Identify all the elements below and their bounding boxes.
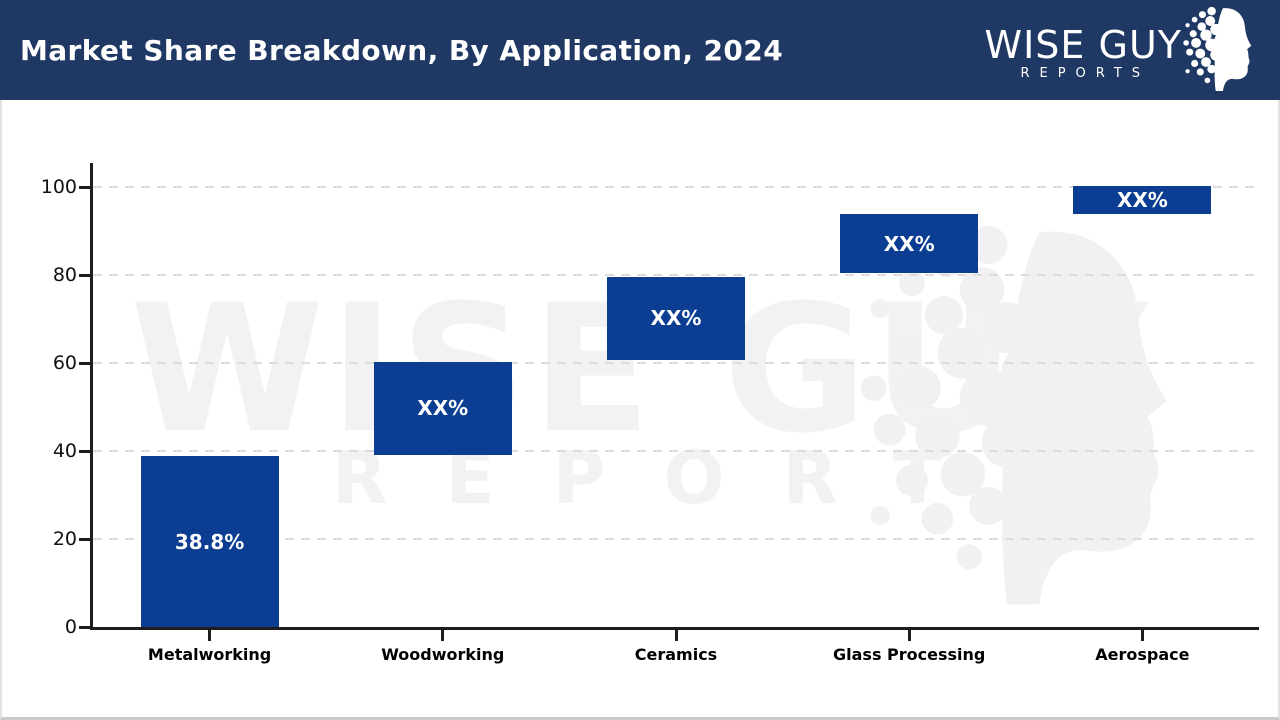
gridline-80	[93, 274, 1259, 277]
y-axis-tick-mark	[79, 273, 90, 277]
bar-aerospace: XX%	[1073, 186, 1212, 215]
x-axis-category-label: Metalworking	[147, 645, 272, 664]
bar-woodworking: XX%	[373, 361, 512, 455]
y-axis-tick-mark	[79, 625, 90, 629]
y-axis-tick-mark	[79, 185, 90, 189]
bar-value-label: XX%	[650, 306, 702, 331]
brand-name: WISE GUY	[984, 23, 1182, 67]
y-axis-tick-label: 20	[52, 528, 77, 551]
y-axis-tick-label: 0	[64, 616, 77, 638]
x-axis-tick-mark	[907, 630, 911, 641]
x-axis-category-label: Ceramics	[634, 645, 718, 664]
x-axis-category-label: Glass Processing	[833, 645, 986, 664]
y-axis-tick-label: 60	[52, 352, 77, 375]
x-axis-tick-mark	[441, 630, 445, 641]
plot-area: 0 20 40 60 80 100 38.8% Metalworking XX% Woodwork…	[41, 163, 1259, 664]
bar-metalworking: 38.8%	[140, 456, 279, 627]
y-axis-tick-mark	[79, 449, 90, 453]
bar-glass-processing: XX%	[840, 214, 979, 274]
bar-value-label: 38.8%	[174, 529, 245, 554]
x-axis-tick-mark	[1140, 630, 1144, 641]
chart-canvas: WISE GUY REPORTS 0 20 40 60 80 100 38.8% Metalw…	[0, 100, 1280, 720]
page-title: Market Share Breakdown, By Application, …	[20, 33, 784, 67]
brand-logo: WISE GUY REPORTS	[985, 2, 1270, 98]
y-axis-tick-label: 100	[40, 176, 77, 199]
y-axis-tick-label: 80	[52, 264, 77, 287]
gridline-60	[93, 362, 1259, 365]
brand-logo-text: WISE GUY REPORTS	[985, 26, 1182, 80]
brand-subtitle: REPORTS	[1020, 66, 1151, 81]
gridline-40	[93, 450, 1259, 453]
bar-value-label: XX%	[417, 396, 469, 421]
bar-value-label: XX%	[1116, 188, 1168, 213]
gridline-20	[93, 538, 1259, 541]
x-axis-category-label: Woodworking	[381, 645, 505, 664]
header-bar: Market Share Breakdown, By Application, …	[0, 0, 1280, 100]
y-axis-tick-mark	[79, 537, 90, 541]
x-axis-tick-mark	[208, 630, 212, 641]
gridline-100	[93, 186, 1259, 189]
bar-ceramics: XX%	[607, 276, 745, 360]
brand-face-icon	[1183, 6, 1252, 92]
x-axis-tick-mark	[674, 630, 678, 641]
x-axis-category-label: Aerospace	[1095, 645, 1190, 664]
bar-value-label: XX%	[883, 231, 935, 256]
y-axis-tick-mark	[79, 361, 90, 365]
y-axis-tick-label: 40	[52, 440, 77, 463]
